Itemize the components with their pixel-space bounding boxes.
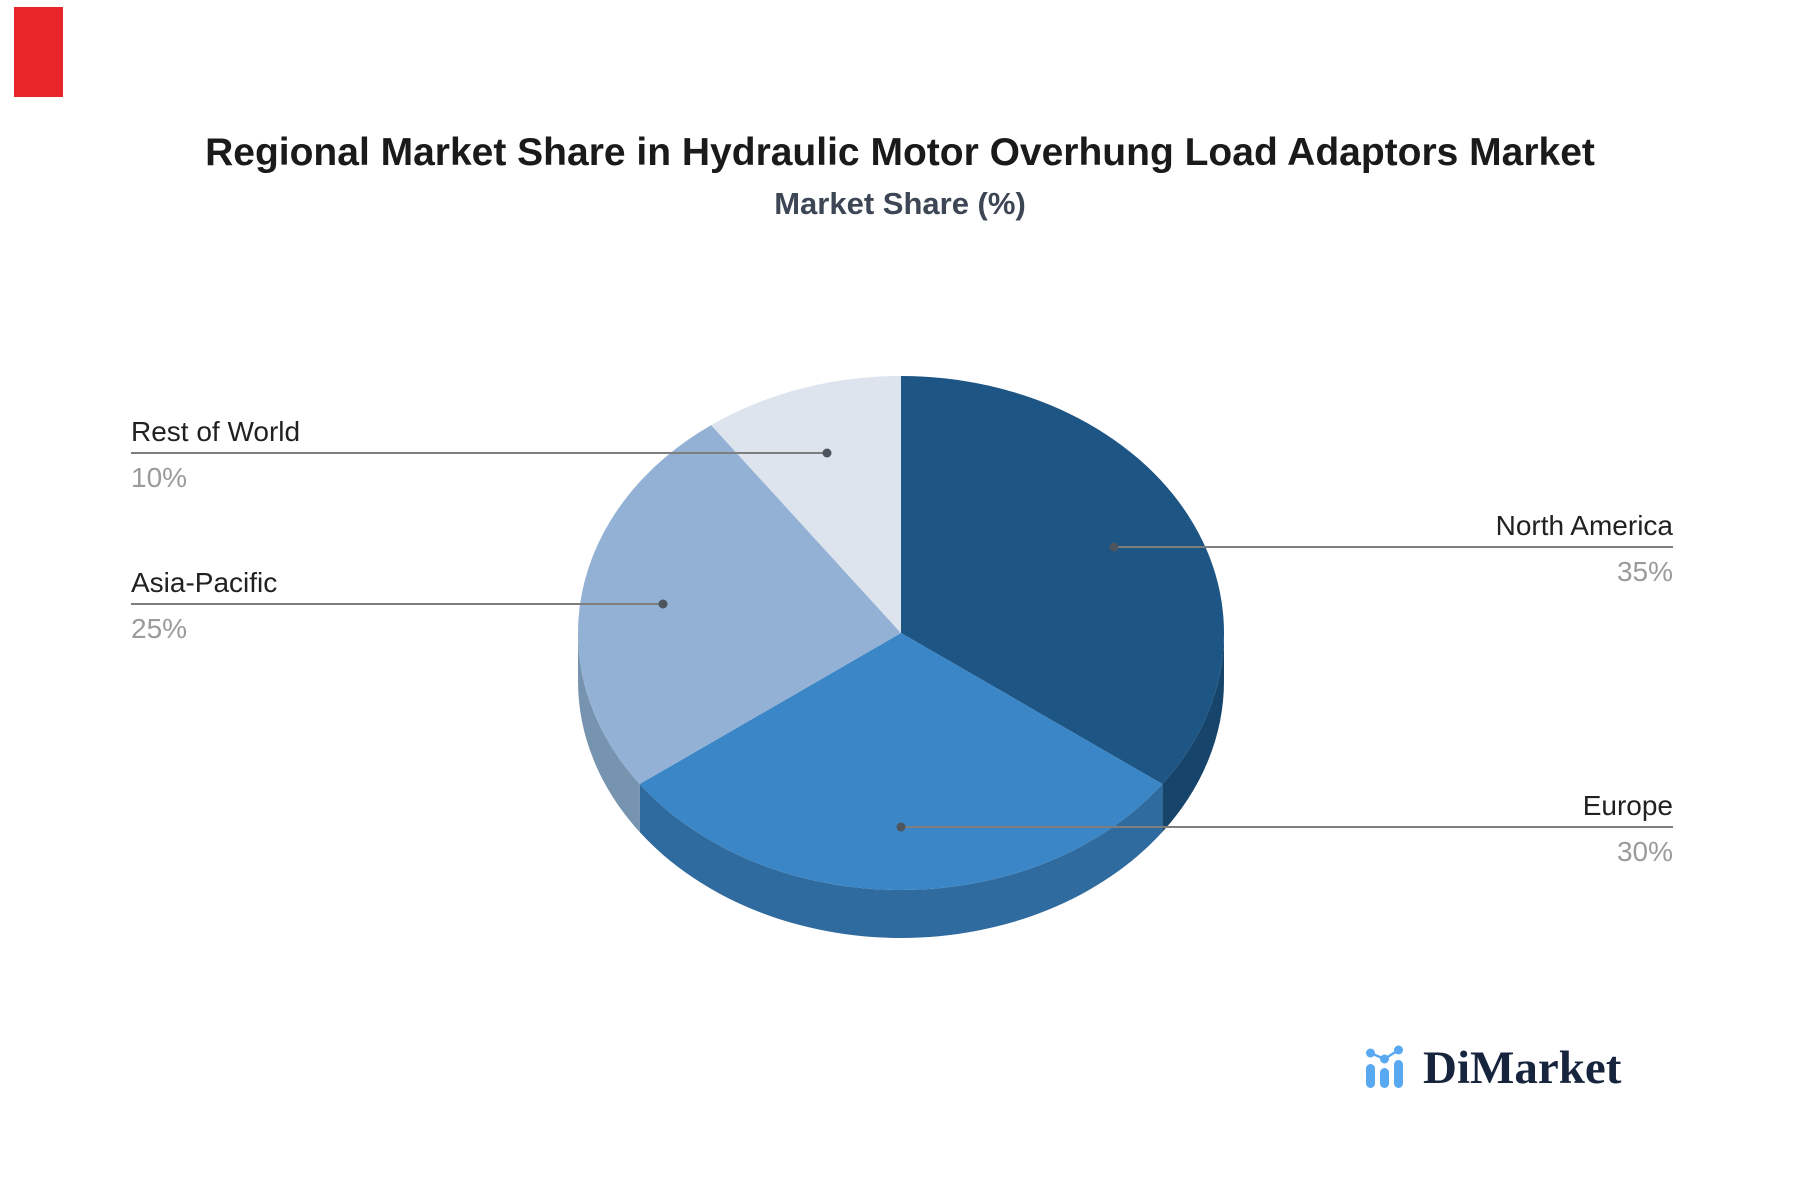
slice-label-pct: 25%: [131, 613, 188, 644]
pie-slice-side-asia-pacific: [578, 633, 640, 833]
leader-dot: [658, 599, 668, 609]
chart-title: Regional Market Share in Hydraulic Motor…: [205, 131, 1595, 174]
slice-label-pct: 30%: [1616, 836, 1673, 867]
pie-slice-side-north-america: [1162, 633, 1224, 833]
bar-chart-icon: [1366, 1045, 1403, 1088]
chart-subtitle: Market Share (%): [774, 186, 1026, 221]
slice-label-pct: 35%: [1616, 556, 1673, 587]
slice-label-name: Rest of World: [131, 416, 301, 447]
slice-label-name: North America: [1495, 510, 1673, 541]
leader-dot: [822, 448, 832, 458]
pie-slice-europe[interactable]: [639, 633, 1163, 890]
pie-slice-side-europe: [639, 784, 1163, 938]
pie-slice-north-america[interactable]: [901, 376, 1224, 785]
brand-logo: DiMarket: [1363, 1042, 1621, 1094]
slice-label-name: Asia-Pacific: [131, 567, 278, 598]
pie-slice-rest-of-world[interactable]: [711, 376, 901, 633]
leader-dot: [896, 822, 906, 832]
corner-banner: [14, 7, 63, 97]
brand-logo-text: DiMarket: [1423, 1042, 1622, 1094]
leader-dot: [1109, 542, 1119, 552]
slice-label-name: Europe: [1582, 790, 1673, 821]
pie-slice-asia-pacific[interactable]: [578, 425, 901, 785]
slice-label-pct: 10%: [131, 462, 188, 493]
